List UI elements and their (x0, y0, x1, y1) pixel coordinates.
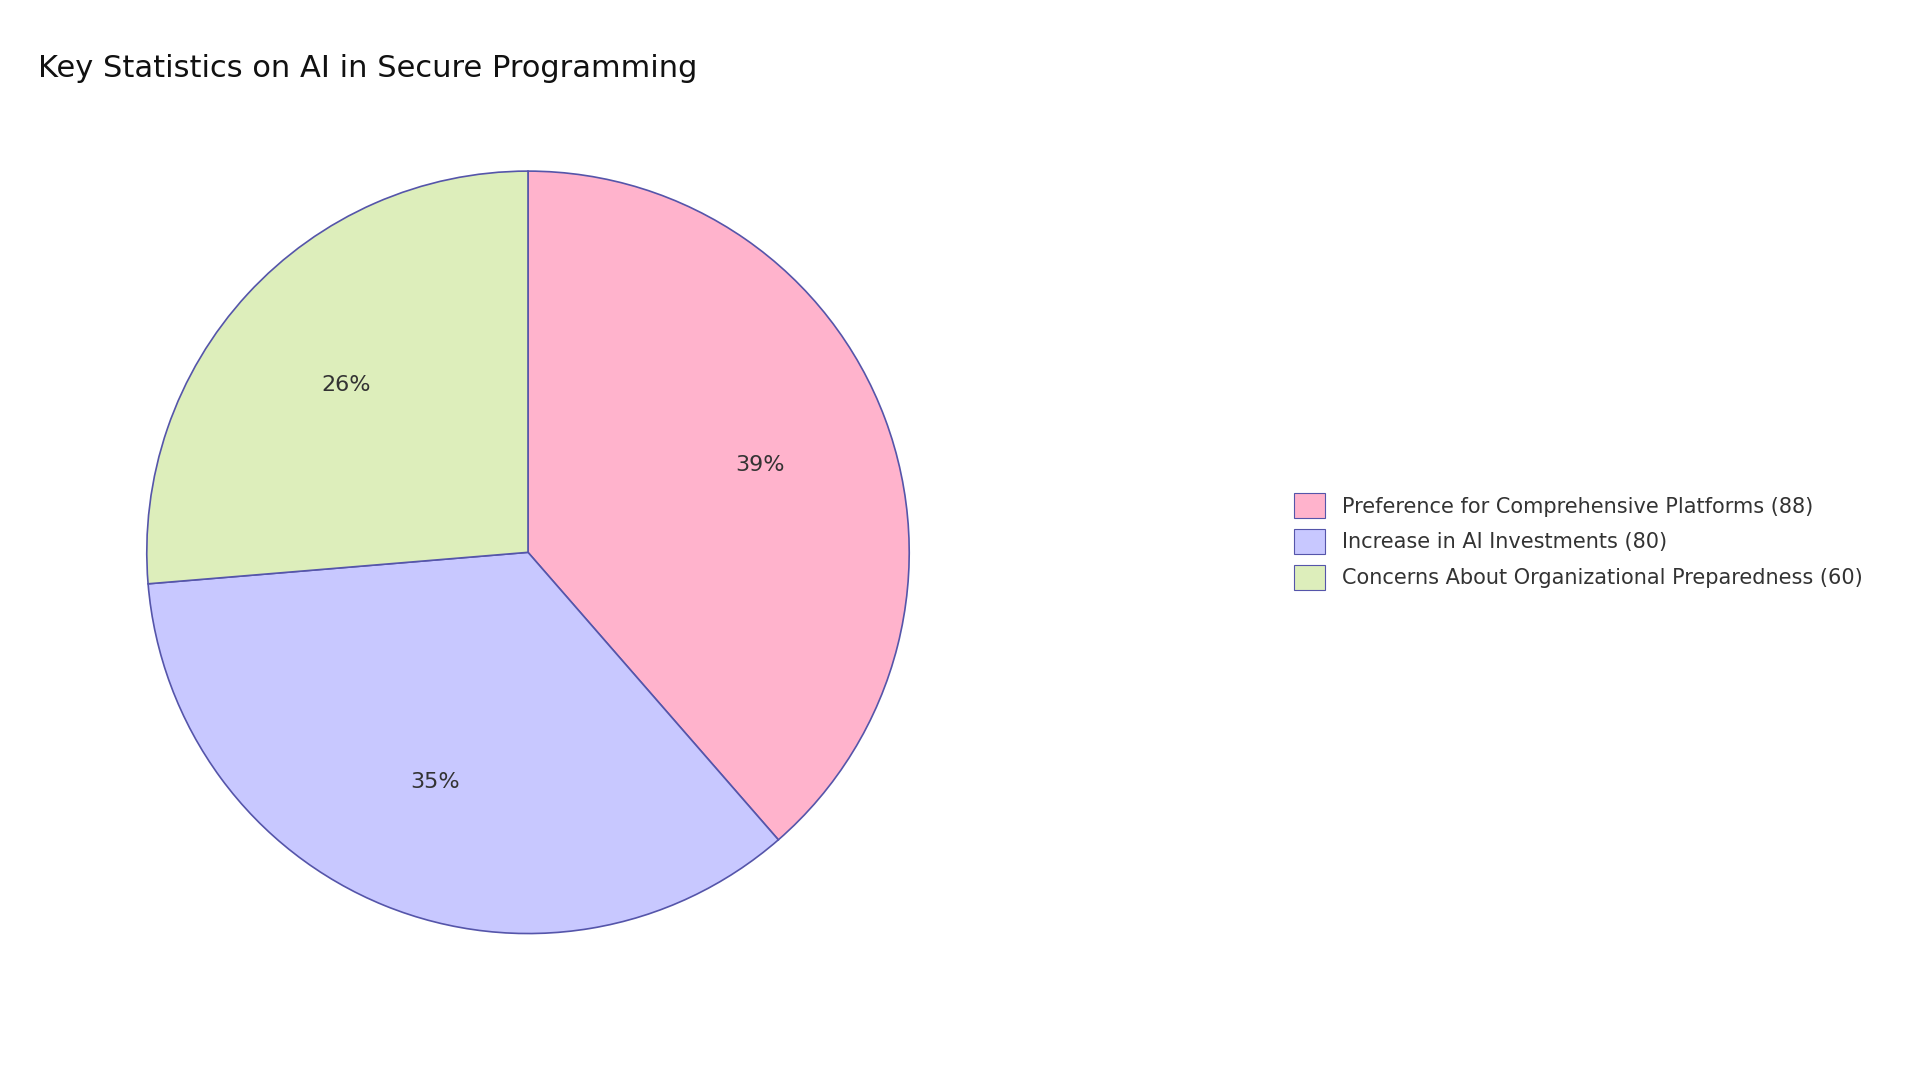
Wedge shape (148, 552, 778, 934)
Text: 39%: 39% (735, 456, 785, 475)
Text: 26%: 26% (321, 375, 371, 394)
Legend: Preference for Comprehensive Platforms (88), Increase in AI Investments (80), Co: Preference for Comprehensive Platforms (… (1286, 484, 1872, 599)
Wedge shape (146, 171, 528, 584)
Text: Key Statistics on AI in Secure Programming: Key Statistics on AI in Secure Programmi… (38, 54, 697, 83)
Wedge shape (528, 171, 910, 839)
Text: 35%: 35% (411, 772, 459, 792)
